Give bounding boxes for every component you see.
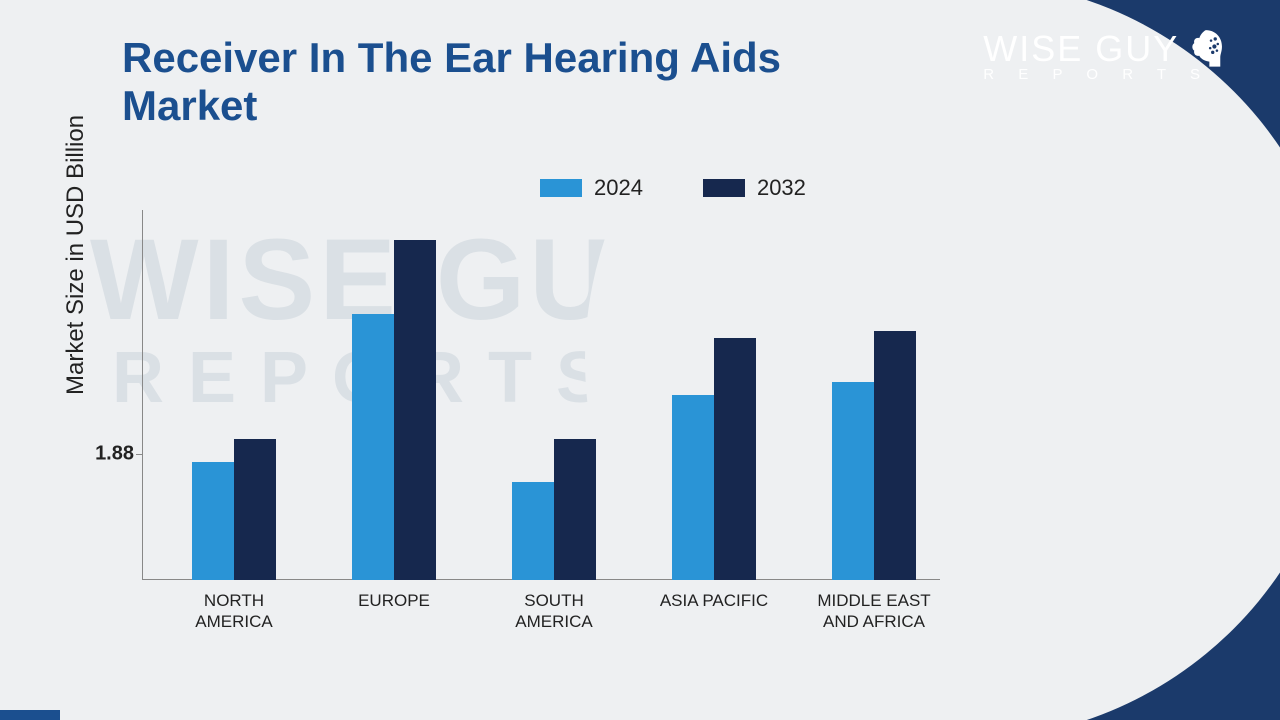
chart-area: 1.88 NORTH AMERICAEUROPESOUTH AMERICAASI…: [100, 210, 940, 580]
bar: [352, 314, 394, 580]
bar-group: EUROPE: [352, 240, 436, 580]
chart-legend: 2024 2032: [540, 175, 806, 201]
bar: [714, 338, 756, 580]
bar-group: ASIA PACIFIC: [672, 338, 756, 580]
x-axis-category-label: EUROPE: [334, 590, 454, 611]
x-axis-category-label: NORTH AMERICA: [174, 590, 294, 633]
chart-title: Receiver In The Ear Hearing Aids Market: [122, 34, 842, 131]
bar: [554, 439, 596, 580]
bottom-accent-bar: [0, 710, 60, 720]
brand-panel: WISE GUY R E P O R T S: [965, 0, 1280, 720]
brand-text-1: WISE GUY: [983, 28, 1179, 70]
bar: [672, 395, 714, 580]
x-axis-category-label: MIDDLE EAST AND AFRICA: [814, 590, 934, 633]
y-tick-label: 1.88: [95, 442, 142, 465]
x-axis-category-label: SOUTH AMERICA: [494, 590, 614, 633]
bar: [832, 382, 874, 580]
y-axis-label: Market Size in USD Billion: [62, 115, 90, 395]
bar: [192, 462, 234, 580]
bar-group: MIDDLE EAST AND AFRICA: [832, 331, 916, 580]
legend-item-2024: 2024: [540, 175, 643, 201]
brand-logo-line1: WISE GUY: [983, 28, 1248, 70]
brand-text-2: R E P O R T S: [983, 66, 1248, 83]
brand-logo: WISE GUY R E P O R T S: [983, 28, 1248, 83]
bar: [874, 331, 916, 580]
brand-head-icon: [1185, 28, 1227, 70]
legend-swatch-2024: [540, 179, 582, 197]
legend-label-2032: 2032: [757, 175, 806, 201]
legend-swatch-2032: [703, 179, 745, 197]
bar-group: SOUTH AMERICA: [512, 439, 596, 580]
bar: [512, 482, 554, 580]
legend-label-2024: 2024: [594, 175, 643, 201]
bar: [234, 439, 276, 580]
bar: [394, 240, 436, 580]
x-axis-category-label: ASIA PACIFIC: [654, 590, 774, 611]
legend-item-2032: 2032: [703, 175, 806, 201]
plot-area: NORTH AMERICA EUROPE SOUTH AMERICA ASIA PAC…: [142, 210, 940, 580]
bar-group: NORTH AMERICA: [192, 439, 276, 580]
chart-canvas: WISE GUY REPORTS WISE GUY R E P O R T S: [0, 0, 1280, 720]
